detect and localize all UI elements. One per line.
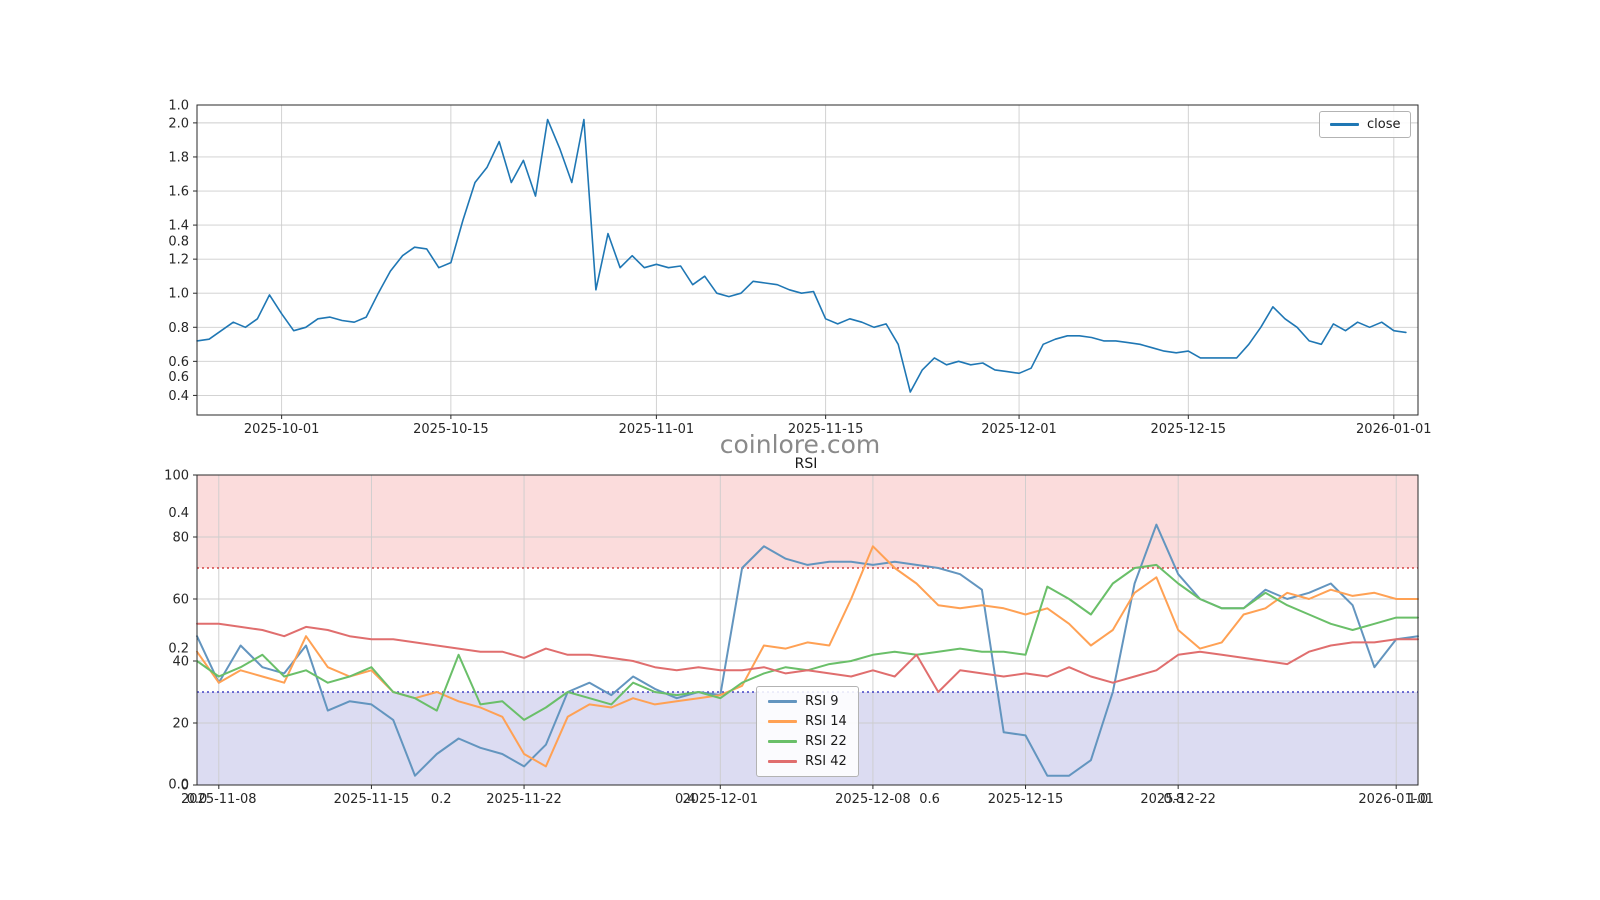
rsi-legend-row-14: RSI 14 bbox=[768, 714, 847, 729]
rsi-legend: RSI 9 RSI 14 RSI 22 RSI 42 bbox=[756, 686, 859, 777]
x-tick-label: 2025-12-15 bbox=[988, 792, 1064, 807]
y-tick-label: 100 bbox=[164, 469, 189, 484]
y-tick-label: 0.4 bbox=[168, 389, 189, 404]
x-tick-label: 2025-12-08 bbox=[835, 792, 911, 807]
x-tick-label: 2026-01-01 bbox=[1356, 422, 1432, 437]
hidden-axis-y-tick-label: 0.2 bbox=[168, 642, 189, 657]
y-tick-label: 0.8 bbox=[168, 321, 189, 336]
hidden-axis-y-tick-label: 0.4 bbox=[168, 506, 189, 521]
hidden-axis-x-tick-label: 0.8 bbox=[1163, 792, 1184, 807]
x-tick-label: 2025-11-22 bbox=[486, 792, 562, 807]
watermark-text: coinlore.com bbox=[719, 430, 881, 459]
y-tick-label: 1.6 bbox=[168, 185, 189, 200]
rsi42-legend-label: RSI 42 bbox=[805, 754, 847, 769]
x-tick-label: 2025-10-15 bbox=[413, 422, 489, 437]
x-tick-label: 2026-01-01 bbox=[1358, 792, 1434, 807]
x-tick-label: 2025-11-15 bbox=[334, 792, 410, 807]
price-legend: close bbox=[1319, 111, 1412, 138]
rsi9-legend-label: RSI 9 bbox=[805, 694, 839, 709]
hidden-axis-y-tick-label: 0.8 bbox=[168, 234, 189, 249]
hidden-axis-y-tick-label: 0.0 bbox=[168, 778, 189, 793]
rsi9-line-swatch bbox=[768, 700, 797, 703]
rsi-legend-row-9: RSI 9 bbox=[768, 694, 847, 709]
rsi22-line-swatch bbox=[768, 740, 797, 743]
plot-border bbox=[196, 474, 1419, 786]
rsi42-series-line bbox=[196, 622, 1419, 693]
hidden-axis-x-tick-label: 0.0 bbox=[187, 792, 208, 807]
rsi-legend-row-42: RSI 42 bbox=[768, 754, 847, 769]
x-tick-label: 2025-11-01 bbox=[619, 422, 695, 437]
overbought-band bbox=[197, 475, 1418, 568]
y-tick-label: 1.8 bbox=[168, 150, 189, 165]
y-tick-label: 2.0 bbox=[168, 116, 189, 131]
hidden-axis-y-tick-label: 0.6 bbox=[168, 370, 189, 385]
close-series-line bbox=[196, 118, 1407, 393]
rsi-chart-title: RSI bbox=[794, 456, 818, 472]
y-tick-label: 0 bbox=[181, 779, 189, 794]
y-tick-label: 80 bbox=[172, 531, 189, 546]
close-legend-label: close bbox=[1367, 117, 1401, 132]
hidden-axis-y-tick-label: 1.0 bbox=[168, 99, 189, 114]
x-tick-label: 2025-10-01 bbox=[244, 422, 320, 437]
rsi14-legend-label: RSI 14 bbox=[805, 714, 847, 729]
x-tick-label: 2025-12-22 bbox=[1140, 792, 1216, 807]
y-tick-label: 1.4 bbox=[168, 219, 189, 234]
rsi42-line-swatch bbox=[768, 760, 797, 763]
rsi14-line-swatch bbox=[768, 720, 797, 723]
y-tick-label: 0.6 bbox=[168, 355, 189, 370]
plot-border bbox=[196, 104, 1419, 416]
y-tick-label: 1.2 bbox=[168, 253, 189, 268]
x-tick-label: 2025-11-15 bbox=[788, 422, 864, 437]
x-tick-label: 2025-11-08 bbox=[181, 792, 257, 807]
x-tick-label: 2025-12-01 bbox=[683, 792, 759, 807]
hidden-axis-x-tick-label: 0.2 bbox=[431, 792, 452, 807]
close-line-swatch bbox=[1330, 123, 1359, 126]
rsi22-legend-label: RSI 22 bbox=[805, 734, 847, 749]
hidden-axis-x-tick-label: 0.6 bbox=[919, 792, 940, 807]
hidden-axis-x-tick-label: 0.4 bbox=[675, 792, 696, 807]
rsi-legend-row-22: RSI 22 bbox=[768, 734, 847, 749]
hidden-axis-x-tick-label: 1.0 bbox=[1408, 792, 1429, 807]
x-tick-label: 2025-12-15 bbox=[1151, 422, 1227, 437]
y-tick-label: 1.0 bbox=[168, 287, 189, 302]
y-tick-label: 40 bbox=[172, 655, 189, 670]
y-tick-label: 60 bbox=[172, 593, 189, 608]
y-tick-label: 20 bbox=[172, 717, 189, 732]
x-tick-label: 2025-12-01 bbox=[981, 422, 1057, 437]
